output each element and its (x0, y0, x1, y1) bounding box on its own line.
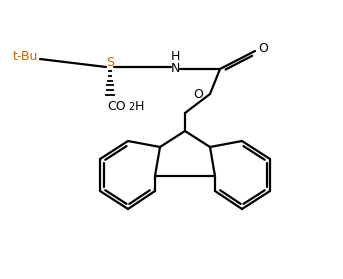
Text: S: S (106, 57, 114, 69)
Text: 2: 2 (128, 102, 134, 112)
Text: N: N (170, 62, 180, 76)
Text: H: H (170, 49, 180, 62)
Text: H: H (135, 100, 144, 114)
Text: t-Bu: t-Bu (13, 50, 38, 64)
Text: CO: CO (107, 100, 126, 114)
Text: O: O (193, 88, 203, 100)
Text: O: O (258, 42, 268, 56)
